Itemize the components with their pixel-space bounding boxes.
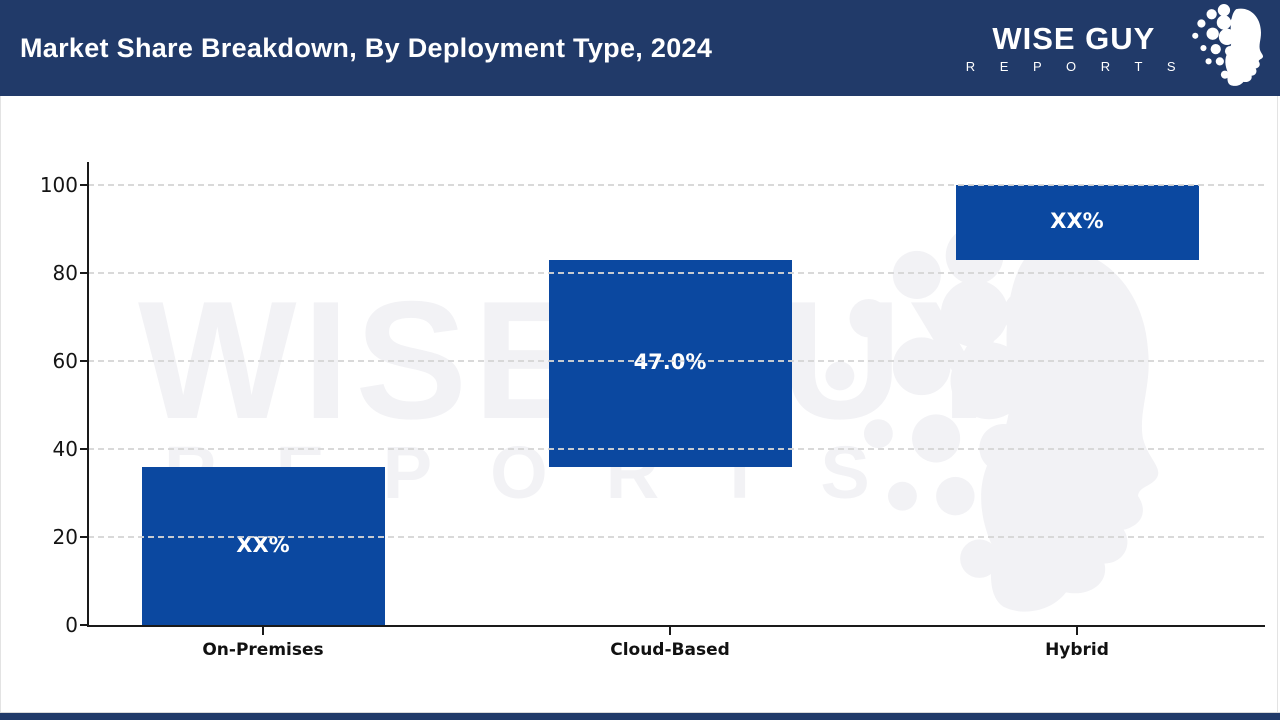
y-axis-tick xyxy=(80,272,88,274)
y-tick-label: 0 xyxy=(65,613,78,637)
y-tick-label: 60 xyxy=(52,349,78,373)
watermark-head-icon xyxy=(806,222,1172,631)
y-axis-tick xyxy=(80,624,88,626)
bar-value-label: XX% xyxy=(1050,209,1104,234)
logo-wordmark: WISE GUY R E P O R T S xyxy=(962,23,1186,74)
y-tick-label: 80 xyxy=(52,261,78,285)
brand-logo: WISE GUY R E P O R T S xyxy=(962,3,1266,94)
y-gridline xyxy=(88,448,1264,450)
y-gridline xyxy=(88,184,1264,186)
logo-wordmark-line2: R E P O R T S xyxy=(965,58,1186,74)
x-axis-line xyxy=(87,625,1265,627)
y-axis-tick xyxy=(80,360,88,362)
bar-segment: 47.0% xyxy=(548,259,792,467)
y-axis-tick xyxy=(80,448,88,450)
x-axis-tick xyxy=(669,627,671,635)
y-axis-tick xyxy=(80,184,88,186)
y-gridline xyxy=(88,536,1264,538)
bar-value-label: 47.0% xyxy=(633,350,707,375)
y-axis-line xyxy=(87,162,89,627)
y-gridline xyxy=(88,360,1264,362)
y-gridline xyxy=(88,272,1264,274)
header-banner: Market Share Breakdown, By Deployment Ty… xyxy=(0,0,1280,96)
x-category-label: Cloud-Based xyxy=(610,640,730,660)
x-axis-tick xyxy=(262,627,264,635)
bar-segment: XX% xyxy=(141,466,385,625)
x-category-label: Hybrid xyxy=(1045,640,1109,660)
bar-segment: XX% xyxy=(955,185,1199,260)
y-tick-label: 20 xyxy=(52,525,78,549)
y-tick-label: 100 xyxy=(39,173,78,197)
y-axis-tick xyxy=(80,536,88,538)
logo-wordmark-line1: WISE GUY xyxy=(992,20,1156,56)
x-axis-tick xyxy=(1076,627,1078,635)
page-title: Market Share Breakdown, By Deployment Ty… xyxy=(20,32,713,63)
footer-bar xyxy=(0,713,1280,720)
figure-right-edge xyxy=(1277,96,1278,712)
footer-hairline xyxy=(0,712,1280,713)
figure-left-edge xyxy=(0,96,1,712)
logo-head-icon xyxy=(1188,3,1266,94)
x-category-label: On-Premises xyxy=(202,640,324,660)
y-tick-label: 40 xyxy=(52,437,78,461)
